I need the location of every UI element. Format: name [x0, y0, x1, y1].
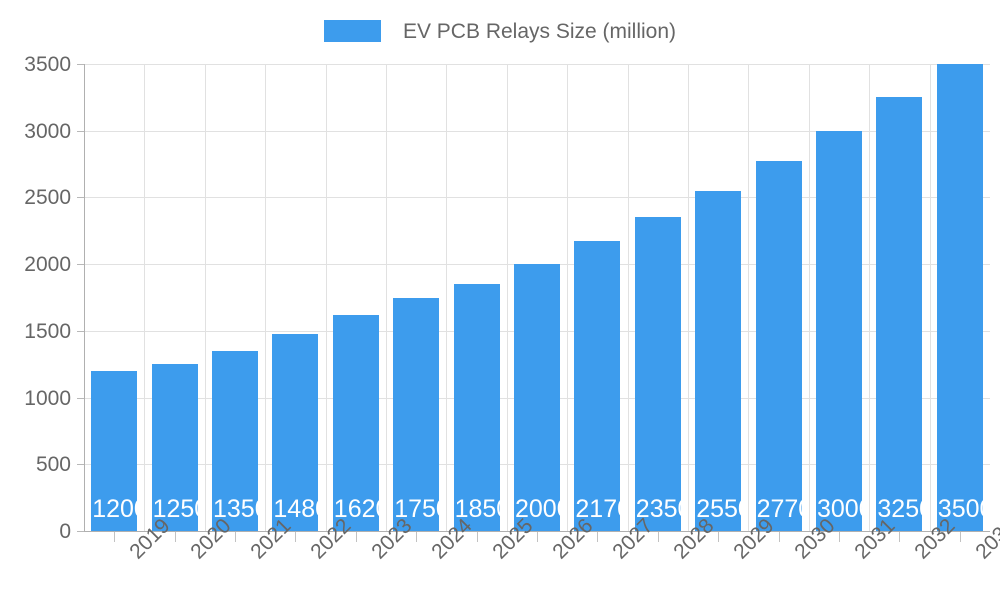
bar-value-label: 1850 — [454, 497, 501, 522]
bar-rect[interactable] — [393, 297, 440, 531]
x-tick-label: 2024 — [427, 514, 477, 564]
y-tick-mark — [77, 531, 84, 532]
x-tick-label: 2030 — [789, 514, 840, 564]
x-tick-mark — [537, 532, 538, 542]
x-tick-mark — [779, 532, 780, 542]
y-tick-label: 3000 — [24, 119, 71, 143]
y-tick-label: 1500 — [24, 319, 71, 343]
bar-value-label: 3000 — [817, 497, 863, 522]
y-tick-label: 3500 — [24, 53, 71, 76]
y-tick-mark — [77, 64, 84, 65]
y-tick-mark — [77, 464, 84, 466]
bar-2033[interactable]: 3500 — [936, 64, 984, 531]
bar-2020[interactable]: 1250 — [151, 64, 199, 531]
bar-rect[interactable] — [816, 130, 862, 531]
bar-rect[interactable] — [936, 64, 983, 531]
x-tick-label: 2019 — [125, 514, 175, 564]
bar-2026[interactable]: 2000 — [514, 64, 561, 531]
bar-2027[interactable]: 2170 — [574, 64, 621, 531]
bar-2023[interactable]: 1620 — [332, 64, 380, 531]
bar-rect[interactable] — [695, 190, 742, 531]
y-tick-label: 0 — [59, 520, 71, 543]
bar-rect[interactable] — [634, 217, 681, 531]
x-tick-label: 2027 — [608, 514, 658, 564]
x-tick-mark — [718, 532, 719, 542]
bar-2019[interactable]: 1200 — [91, 64, 138, 531]
x-tick-mark — [960, 532, 961, 542]
legend-label: EV PCB Relays Size (million) — [402, 19, 677, 43]
bar-2031[interactable]: 3000 — [816, 64, 863, 531]
x-tick-mark — [114, 532, 115, 542]
bar-value-label: 2550 — [696, 497, 742, 522]
bar-value-label: 2770 — [756, 497, 803, 522]
x-tick-label: 2029 — [729, 514, 779, 564]
bar-value-label: 1350 — [213, 497, 259, 522]
y-tick-label: 2000 — [24, 253, 71, 277]
bar-2029[interactable]: 2550 — [695, 64, 742, 531]
x-tick-label: 2033 — [971, 514, 1000, 564]
y-tick-mark — [77, 264, 84, 266]
y-tick-label: 1000 — [24, 386, 71, 410]
bar-2022[interactable]: 1480 — [272, 64, 319, 531]
bar-value-label: 1200 — [92, 497, 138, 522]
bar-value-label: 2350 — [635, 497, 682, 522]
x-tick-label: 2032 — [910, 514, 960, 564]
bar-value-label: 2000 — [515, 497, 561, 522]
bar-rect[interactable] — [574, 241, 621, 531]
y-tick-mark — [77, 197, 84, 199]
x-tick-label: 2026 — [548, 514, 598, 564]
bar-2024[interactable]: 1750 — [393, 64, 440, 531]
bar-value-label: 1750 — [394, 497, 440, 522]
x-tick-mark — [477, 532, 478, 542]
bar-2025[interactable]: 1850 — [453, 64, 501, 531]
x-tick-label: 2022 — [306, 514, 356, 564]
x-axis-line — [84, 531, 990, 532]
legend-color-swatch-icon — [323, 20, 381, 42]
x-tick-mark — [597, 532, 598, 542]
bar-rect[interactable] — [212, 350, 258, 531]
y-tick-label: 2500 — [24, 186, 71, 210]
x-tick-mark — [899, 532, 900, 542]
bar-rect[interactable] — [272, 333, 319, 531]
x-tick-mark — [175, 532, 176, 542]
legend-item-ev-pcb-relays-size[interactable]: EV PCB Relays Size (million) — [323, 19, 677, 43]
y-tick-mark — [77, 330, 84, 332]
y-axis-line — [84, 64, 85, 532]
x-tick-mark — [416, 532, 417, 542]
y-tick-label: 500 — [35, 453, 71, 477]
bar-rect[interactable] — [151, 364, 198, 531]
x-tick-mark — [235, 532, 236, 542]
bar-rect[interactable] — [332, 314, 379, 531]
bar-rect[interactable] — [91, 370, 138, 531]
bar-rect[interactable] — [514, 264, 560, 531]
x-tick-label: 2023 — [367, 514, 417, 564]
x-tick-mark — [356, 532, 357, 542]
y-tick-mark — [77, 130, 84, 132]
y-tick-mark — [77, 397, 84, 399]
x-tick-label: 2028 — [669, 514, 719, 564]
bar-value-label: 3500 — [937, 497, 984, 522]
bar-value-label: 1620 — [333, 497, 380, 522]
bar-value-label: 2170 — [575, 497, 621, 522]
bar-2028[interactable]: 2350 — [634, 64, 682, 531]
x-tick-label: 2021 — [246, 514, 296, 564]
x-tick-mark — [295, 532, 296, 542]
bar-value-label: 1480 — [273, 497, 319, 522]
bars-container: 1200 1250 1350 1480 1620 1750 1850 2000 2170 2350… — [84, 64, 990, 531]
bar-rect[interactable] — [876, 97, 923, 531]
bar-rect[interactable] — [453, 284, 500, 531]
x-tick-label: 2020 — [185, 514, 236, 564]
bar-value-label: 3250 — [877, 497, 923, 522]
x-tick-mark — [839, 532, 840, 542]
x-tick-label: 2025 — [487, 514, 538, 564]
x-tick-mark — [658, 532, 659, 542]
bar-2030[interactable]: 2770 — [755, 64, 803, 531]
bar-rect[interactable] — [755, 161, 802, 531]
chart-legend: EV PCB Relays Size (million) — [0, 12, 1000, 50]
bar-2032[interactable]: 3250 — [876, 64, 923, 531]
x-tick-label: 2031 — [850, 514, 900, 564]
bar-value-label: 1250 — [152, 497, 199, 522]
bar-2021[interactable]: 1350 — [212, 64, 259, 531]
